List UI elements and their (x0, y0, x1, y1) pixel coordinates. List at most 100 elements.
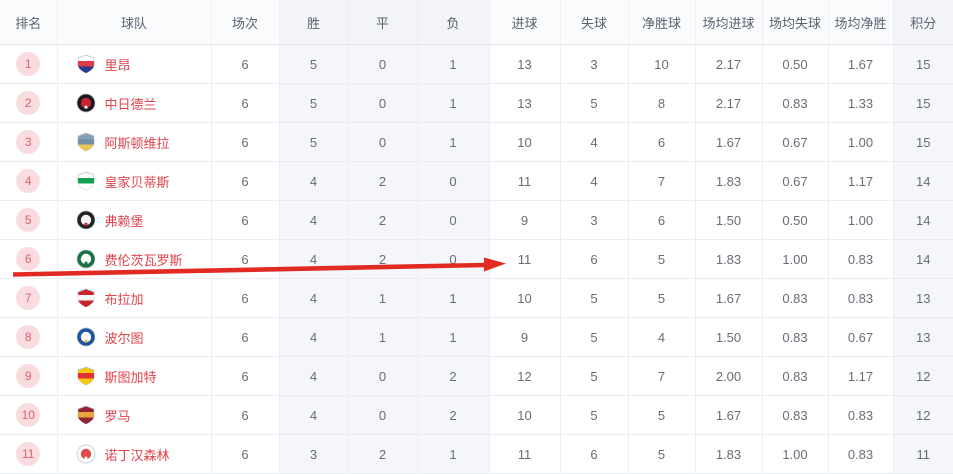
rank-cell: 9 (0, 356, 57, 396)
table-row[interactable]: 4 皇家贝蒂斯 6 4 2 0 11 4 7 1.83 0.67 1.17 14 (0, 161, 953, 201)
table-row[interactable]: 11 诺丁汉森林 6 3 2 1 11 6 5 1.83 1.00 0.83 11 (0, 434, 953, 474)
stat-cell-goals_for: 9 (488, 317, 560, 357)
team-name[interactable]: 诺丁汉森林 (104, 447, 170, 463)
stat-cell-points: 14 (892, 200, 953, 240)
table-row[interactable]: 7 布拉加 6 4 1 1 10 5 5 1.67 0.83 0.83 13 (0, 278, 953, 318)
stat-cell-goal_diff: 6 (627, 122, 695, 162)
stat-cell-goals_against: 5 (559, 395, 628, 435)
table-row[interactable]: 6 费伦茨瓦罗斯 6 4 2 0 11 6 5 1.83 1.00 0.83 14 (0, 239, 953, 279)
stat-cell-avg_goal_diff: 1.33 (827, 83, 893, 123)
stat-cell-goals_against: 5 (559, 317, 628, 357)
stat-cell-loss: 0 (416, 239, 489, 279)
stat-cell-win: 4 (278, 278, 348, 318)
table-row[interactable]: 5 弗赖堡 6 4 2 0 9 3 6 1.50 0.50 1.00 14 (0, 200, 953, 240)
team-cell[interactable]: 皇家贝蒂斯 (56, 161, 211, 201)
stat-cell-avg_goal_diff: 1.17 (827, 161, 893, 201)
stat-cell-loss: 0 (416, 200, 489, 240)
team-cell[interactable]: 弗赖堡 (56, 200, 211, 240)
stat-cell-avg_goals_against: 0.83 (761, 317, 828, 357)
stat-cell-points: 15 (892, 83, 953, 123)
team-cell[interactable]: 费伦茨瓦罗斯 (56, 239, 211, 279)
stat-cell-draw: 0 (347, 356, 417, 396)
stat-cell-avg_goals_for: 2.00 (694, 356, 762, 396)
stat-cell-win: 4 (278, 317, 348, 357)
stat-cell-goals_against: 6 (559, 434, 628, 474)
team-cell[interactable]: 波尔图 (56, 317, 211, 357)
stat-cell-avg_goals_against: 0.83 (761, 83, 828, 123)
stat-cell-draw: 0 (347, 44, 417, 84)
team-cell[interactable]: 中日德兰 (56, 83, 211, 123)
team-name[interactable]: 阿斯顿维拉 (104, 135, 170, 151)
stat-cell-avg_goals_against: 0.83 (761, 278, 828, 318)
stat-cell-win: 4 (278, 356, 348, 396)
stat-cell-avg_goal_diff: 0.83 (827, 434, 893, 474)
column-header-win: 胜 (278, 0, 348, 45)
stat-cell-loss: 1 (416, 278, 489, 318)
stat-cell-played: 6 (210, 83, 279, 123)
stat-cell-goal_diff: 6 (627, 200, 695, 240)
team-cell[interactable]: 诺丁汉森林 (56, 434, 211, 474)
stat-cell-goal_diff: 5 (627, 434, 695, 474)
aston-villa-logo (76, 132, 96, 152)
table-row[interactable]: 3 阿斯顿维拉 6 5 0 1 10 4 6 1.67 0.67 1.00 15 (0, 122, 953, 162)
team-name[interactable]: 皇家贝蒂斯 (104, 174, 170, 190)
stat-cell-goals_against: 3 (559, 200, 628, 240)
stat-cell-goal_diff: 7 (627, 356, 695, 396)
team-cell[interactable]: 斯图加特 (56, 356, 211, 396)
stat-cell-goals_for: 10 (488, 395, 560, 435)
table-row[interactable]: 8 波尔图 6 4 1 1 9 5 4 1.50 0.83 0.67 13 (0, 317, 953, 357)
lyon-logo (76, 54, 96, 74)
stuttgart-logo (76, 366, 96, 386)
team-name[interactable]: 里昂 (104, 57, 131, 73)
team-name[interactable]: 中日德兰 (104, 96, 157, 112)
stat-cell-avg_goals_against: 0.83 (761, 356, 828, 396)
rank-cell: 10 (0, 395, 57, 435)
column-header-goals_against: 失球 (559, 0, 628, 45)
stat-cell-goal_diff: 10 (627, 44, 695, 84)
stat-cell-win: 4 (278, 161, 348, 201)
stat-cell-loss: 2 (416, 395, 489, 435)
table-row[interactable]: 2 中日德兰 6 5 0 1 13 5 8 2.17 0.83 1.33 15 (0, 83, 953, 123)
porto-logo (76, 327, 96, 347)
stat-cell-goal_diff: 4 (627, 317, 695, 357)
stat-cell-goals_against: 4 (559, 122, 628, 162)
stat-cell-avg_goals_for: 1.67 (694, 395, 762, 435)
team-name[interactable]: 罗马 (104, 408, 131, 424)
stat-cell-avg_goals_for: 2.17 (694, 83, 762, 123)
team-name[interactable]: 布拉加 (104, 291, 144, 307)
team-cell[interactable]: 里昂 (56, 44, 211, 84)
table-row[interactable]: 9 斯图加特 6 4 0 2 12 5 7 2.00 0.83 1.17 12 (0, 356, 953, 396)
stat-cell-avg_goals_for: 1.50 (694, 200, 762, 240)
stat-cell-avg_goal_diff: 1.00 (827, 122, 893, 162)
column-header-loss: 负 (416, 0, 489, 45)
stat-cell-draw: 0 (347, 122, 417, 162)
stat-cell-goals_for: 13 (488, 83, 560, 123)
stat-cell-avg_goal_diff: 0.83 (827, 239, 893, 279)
team-name[interactable]: 费伦茨瓦罗斯 (104, 252, 183, 268)
table-row[interactable]: 10 罗马 6 4 0 2 10 5 5 1.67 0.83 0.83 12 (0, 395, 953, 435)
stat-cell-points: 14 (892, 161, 953, 201)
team-cell[interactable]: 布拉加 (56, 278, 211, 318)
rank-badge: 7 (16, 286, 41, 310)
team-name[interactable]: 波尔图 (104, 330, 144, 346)
stat-cell-avg_goals_for: 1.83 (694, 161, 762, 201)
team-name[interactable]: 弗赖堡 (104, 213, 144, 229)
stat-cell-points: 12 (892, 395, 953, 435)
column-header-points: 积分 (892, 0, 953, 45)
stat-cell-played: 6 (210, 161, 279, 201)
column-header-avg_goal_diff: 场均净胜 (827, 0, 893, 45)
team-name[interactable]: 斯图加特 (104, 369, 157, 385)
stat-cell-avg_goal_diff: 0.83 (827, 395, 893, 435)
rank-cell: 8 (0, 317, 57, 357)
midtjylland-logo (76, 93, 96, 113)
stat-cell-played: 6 (210, 395, 279, 435)
team-cell[interactable]: 罗马 (56, 395, 211, 435)
team-cell[interactable]: 阿斯顿维拉 (56, 122, 211, 162)
stat-cell-loss: 0 (416, 161, 489, 201)
stat-cell-draw: 1 (347, 278, 417, 318)
table-row[interactable]: 1 里昂 6 5 0 1 13 3 10 2.17 0.50 1.67 15 (0, 44, 953, 84)
stat-cell-played: 6 (210, 278, 279, 318)
stat-cell-goal_diff: 7 (627, 161, 695, 201)
column-header-rank: 排名 (0, 0, 57, 45)
